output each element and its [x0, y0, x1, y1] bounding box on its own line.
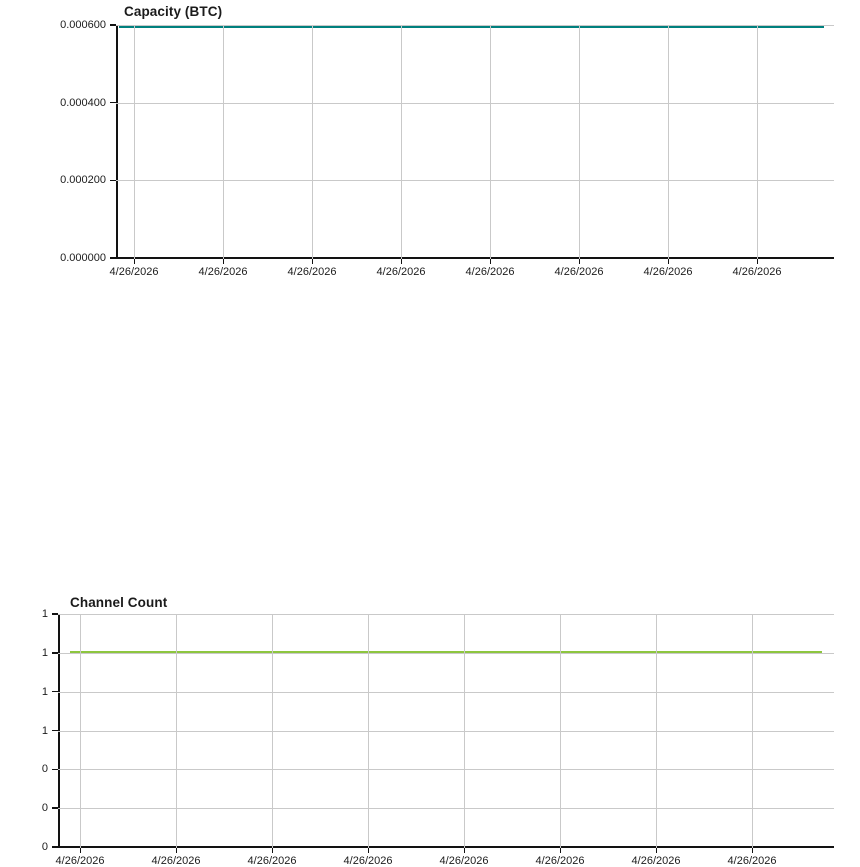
- y-axis-tick: [52, 846, 58, 848]
- x-axis-tick: [176, 848, 177, 853]
- x-axis-tick: [490, 259, 491, 264]
- gridline-horizontal: [58, 808, 834, 810]
- x-axis-tick: [401, 259, 402, 264]
- gridline-vertical: [401, 25, 402, 259]
- x-axis-label: 4/26/2026: [643, 266, 693, 278]
- x-axis-tick: [464, 848, 465, 853]
- gridline-vertical: [368, 614, 369, 848]
- gridline-vertical: [272, 614, 273, 848]
- x-axis-label: 4/26/2026: [109, 266, 159, 278]
- gridline-vertical: [312, 25, 313, 259]
- gridline-vertical: [134, 25, 135, 259]
- gridline-vertical: [223, 25, 224, 259]
- x-axis-label: 4/26/2026: [151, 855, 201, 867]
- x-axis-label: 4/26/2026: [287, 266, 337, 278]
- x-axis-label: 4/26/2026: [465, 266, 515, 278]
- series-line-capacity[interactable]: [119, 24, 824, 28]
- x-axis-tick: [757, 259, 758, 264]
- x-axis-tick: [80, 848, 81, 853]
- gridline-vertical: [752, 614, 753, 848]
- x-axis-label: 4/26/2026: [376, 266, 426, 278]
- x-axis-label: 4/26/2026: [732, 266, 782, 278]
- y-axis-tick: [52, 690, 58, 693]
- y-axis-label: 0.000400: [60, 96, 106, 109]
- y-axis-label: 0.000600: [60, 19, 106, 31]
- gridline-horizontal: [116, 25, 834, 26]
- x-axis-tick: [134, 259, 135, 264]
- gridline-horizontal: [58, 652, 834, 654]
- x-axis-label: 4/26/2026: [343, 855, 393, 867]
- x-axis-channel-count: [58, 846, 834, 848]
- chart-panel-capacity: Capacity (BTC) 0.000600 0.000400 0.000200 0…: [0, 0, 860, 296]
- x-axis-tick: [656, 848, 657, 853]
- chart-title-channel-count: Channel Count: [70, 595, 168, 610]
- chart-panel-channel-count: Channel Count 1 1 1 1 0 0 0 4/26/2026 4/26/2026 4…: [0, 296, 860, 867]
- x-axis-tick: [272, 848, 273, 853]
- x-axis-label: 4/26/2026: [198, 266, 248, 278]
- gridline-vertical: [560, 614, 561, 848]
- gridline-horizontal: [58, 769, 834, 771]
- y-axis-tick: [52, 768, 58, 771]
- x-axis-tick: [668, 259, 669, 264]
- y-axis-label: 0: [41, 763, 48, 776]
- x-axis-label: 4/26/2026: [554, 266, 604, 278]
- x-axis-label: 4/26/2026: [631, 855, 681, 867]
- y-axis-label: 1: [41, 724, 48, 737]
- x-axis-capacity: [116, 257, 834, 259]
- x-axis-tick: [560, 848, 561, 853]
- gridline-horizontal: [58, 730, 834, 732]
- gridline-vertical: [579, 25, 580, 259]
- y-axis-label: 1: [41, 685, 48, 698]
- y-axis-tick: [110, 24, 116, 26]
- x-axis-label: 4/26/2026: [439, 855, 489, 867]
- gridline-vertical: [464, 614, 465, 848]
- y-axis-tick: [52, 729, 58, 732]
- x-axis-tick: [579, 259, 580, 264]
- y-axis-tick: [110, 179, 116, 182]
- y-axis-tick: [110, 257, 116, 259]
- x-axis-label: 4/26/2026: [535, 855, 585, 867]
- x-axis-label: 4/26/2026: [247, 855, 297, 867]
- chart-title-capacity: Capacity (BTC): [124, 4, 223, 19]
- plot-area-capacity: 0.000600 0.000400 0.000200 0.000000 4/26/202…: [60, 19, 834, 278]
- gridline-vertical: [490, 25, 491, 259]
- x-axis-label: 4/26/2026: [727, 855, 777, 867]
- y-axis-label: 1: [41, 608, 48, 620]
- y-axis-capacity: [116, 25, 118, 259]
- y-axis-tick: [52, 613, 58, 615]
- y-axis-tick: [110, 101, 116, 104]
- gridline-vertical: [757, 25, 758, 259]
- y-axis-label: 0.000200: [60, 174, 106, 187]
- y-axis-label: 1: [41, 646, 48, 659]
- y-axis-label: 0.000000: [60, 252, 106, 264]
- x-axis-label: 4/26/2026: [55, 855, 105, 867]
- gridline-horizontal: [116, 102, 834, 104]
- gridline-horizontal: [116, 180, 834, 182]
- plot-area-channel-count: 1 1 1 1 0 0 0 4/26/2026 4/26/2026 4/26/2026 4/26/2…: [42, 608, 834, 867]
- gridline-horizontal: [58, 614, 834, 615]
- gridline-horizontal: [58, 691, 834, 693]
- gridline-vertical: [176, 614, 177, 848]
- x-axis-tick: [752, 848, 753, 853]
- y-axis-label: 0: [41, 802, 48, 815]
- gridline-vertical: [656, 614, 657, 848]
- x-axis-tick: [368, 848, 369, 853]
- y-axis-tick: [52, 652, 58, 654]
- y-axis-label: 0: [41, 841, 48, 853]
- gridline-vertical: [668, 25, 669, 259]
- x-axis-tick: [312, 259, 313, 264]
- y-axis-tick: [52, 807, 58, 809]
- gridline-vertical: [80, 614, 81, 848]
- x-axis-tick: [223, 259, 224, 264]
